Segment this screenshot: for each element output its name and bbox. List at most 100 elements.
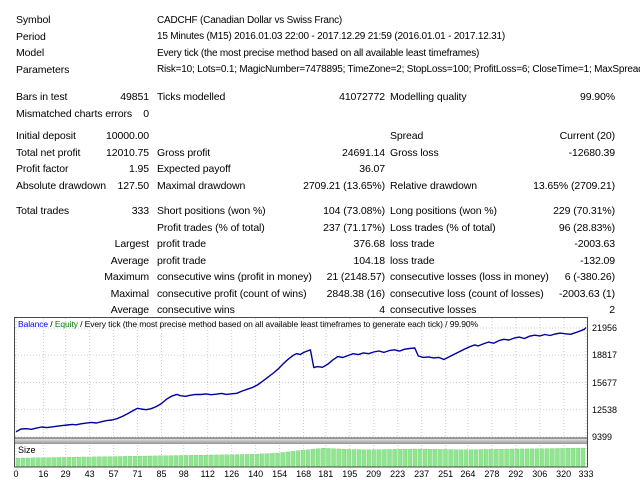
size-bar <box>163 455 168 467</box>
report-cell-value: 4 <box>379 304 385 317</box>
legend-separator: / <box>77 319 85 329</box>
report-cell-value: 49851 <box>120 91 149 104</box>
report-cell-label: Gross loss <box>390 146 439 159</box>
x-axis-label: 251 <box>438 469 453 479</box>
size-bar <box>356 449 362 467</box>
report-cell <box>390 45 615 62</box>
x-axis-label: 57 <box>109 469 119 479</box>
report-cell <box>390 62 615 79</box>
report-row: Bars in test 49851 Ticks modelled 41072772 M… <box>16 89 615 106</box>
size-bar <box>478 449 484 467</box>
size-bar <box>66 457 72 467</box>
report-cell: Expected payoff 36.07 <box>157 161 390 178</box>
report-cell-label: CADCHF (Canadian Dollar vs Swiss Franc) <box>157 14 343 26</box>
size-bar <box>509 448 514 467</box>
size-bar <box>499 448 504 467</box>
report-cell-label: consecutive losses <box>390 304 477 317</box>
size-bar <box>407 448 413 467</box>
size-bar <box>453 449 458 467</box>
report-section: Initial deposit 10000.00 Spread Current (20… <box>16 128 615 194</box>
balance-line <box>15 327 587 433</box>
x-axis-label: 154 <box>272 469 287 479</box>
size-bar <box>209 454 214 467</box>
report-cell-value: 6 (-380.26) <box>564 271 615 284</box>
legend-method-label: Every tick (the most precise method base… <box>84 319 443 329</box>
size-bar <box>305 449 311 467</box>
size-bar <box>550 448 555 467</box>
y-axis-label: 18817 <box>592 350 618 361</box>
report-cell-label: Loss trades (% of total) <box>390 221 496 234</box>
report-cell-value: 2709.21 (13.65%) <box>303 179 385 192</box>
size-bar <box>463 449 469 467</box>
report-cell: Ticks modelled 41072772 <box>157 89 390 106</box>
report-cell-label: Period <box>16 30 46 43</box>
size-bar <box>484 449 489 467</box>
report-cell-value: Current (20) <box>559 130 616 143</box>
report-cell-value: Maximum <box>104 271 149 284</box>
report-cell-label: Long positions (won %) <box>390 205 497 218</box>
size-bar <box>422 448 428 467</box>
legend-separator: / <box>442 319 450 329</box>
report-cell-value: 1.95 <box>128 163 149 176</box>
size-bar <box>199 454 204 467</box>
size-bar <box>519 448 525 467</box>
size-bar <box>193 455 199 467</box>
x-axis-label: 320 <box>556 469 571 479</box>
panel-splitter[interactable] <box>15 438 587 445</box>
report-cell-label: consecutive loss (count of losses) <box>390 287 544 300</box>
legend-quality-label: 99.90% <box>449 319 478 329</box>
size-bar <box>473 449 479 467</box>
report-cell: Loss trades (% of total) 96 (28.83%) <box>390 220 615 237</box>
size-bar <box>61 457 66 467</box>
size-bar <box>448 449 453 467</box>
size-bar <box>545 448 550 467</box>
report-cell-value: 24691.14 <box>342 146 385 159</box>
report-cell: Gross profit 24691.14 <box>157 145 390 162</box>
report-cell-label: consecutive profit (count of wins) <box>157 287 307 300</box>
report-cell-label: 15 Minutes (M15) 2016.01.03 22:00 - 2017… <box>157 31 505 43</box>
report-cell-value: 10000.00 <box>106 130 149 143</box>
report-cell-value: -12680.39 <box>568 146 616 159</box>
report-cell-value: -2003.63 <box>574 238 615 251</box>
balance-chart: Balance / Equity / Every tick (the most … <box>13 317 594 480</box>
report-cell: consecutive losses (loss in money) 6 (-38… <box>390 269 615 286</box>
report-cell-label: Initial deposit <box>16 130 76 143</box>
report-cell-label: Spread <box>390 130 424 143</box>
size-bar <box>351 449 357 467</box>
report-cell: Average <box>16 302 157 319</box>
size-bar <box>137 455 143 467</box>
report-cell-label: Absolute drawdown <box>16 179 106 192</box>
report-cell: Maximum <box>16 269 157 286</box>
report-cell-value: 237 (71.17%) <box>323 221 385 234</box>
report-cell: profit trade 104.18 <box>157 253 390 270</box>
report-cell-label: loss trade <box>390 238 435 251</box>
report-cell-value: 104 (73.08%) <box>323 205 385 218</box>
size-bar <box>244 454 250 467</box>
size-bar <box>397 449 402 467</box>
report-cell-label: loss trade <box>390 254 435 267</box>
report-cell: profit trade 376.68 <box>157 236 390 253</box>
size-bar <box>265 453 270 467</box>
chart-frame <box>14 317 588 468</box>
report-cell-value: 2848.38 (16) <box>326 287 385 300</box>
size-bar <box>224 454 229 467</box>
x-axis-label: 223 <box>390 469 405 479</box>
x-axis-label: 209 <box>366 469 381 479</box>
size-bar <box>504 448 509 467</box>
size-bar <box>336 448 341 467</box>
report-cell <box>16 220 157 237</box>
report-cell-label: consecutive wins (profit in money) <box>157 271 312 284</box>
report-cell-value: 127.50 <box>117 179 149 192</box>
report-row: Period 15 Minutes (M15) 2016.01.03 22:00 … <box>16 29 615 46</box>
report-cell-label: Profit factor <box>16 163 69 176</box>
size-bar <box>188 455 194 467</box>
size-bar <box>51 457 56 467</box>
report-row: Average profit trade 104.18 loss trade -132.… <box>16 253 615 270</box>
size-bar <box>316 448 321 467</box>
size-bar <box>382 449 387 467</box>
size-bar <box>392 449 397 467</box>
size-bar <box>428 449 433 467</box>
report-cell-label: Expected payoff <box>157 163 231 176</box>
report-cell: Model <box>16 45 157 62</box>
report-cell-label: Model <box>16 47 45 60</box>
